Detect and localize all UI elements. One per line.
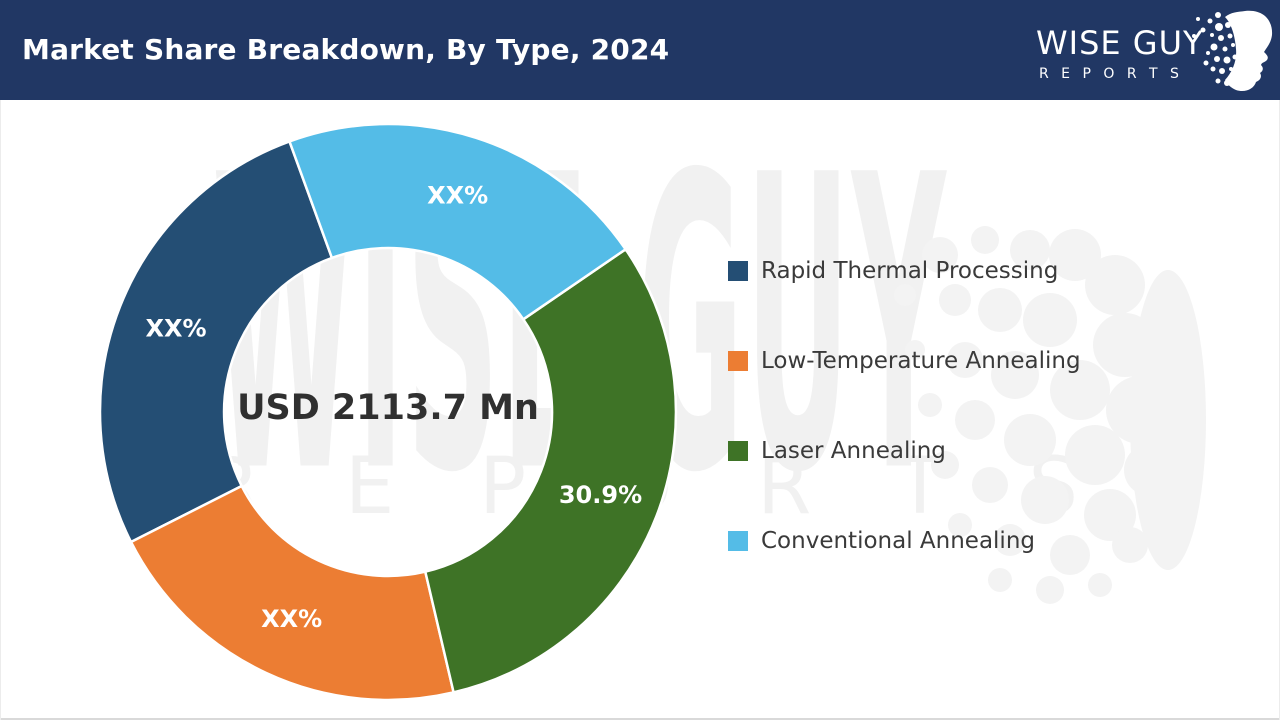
legend-swatch	[728, 531, 748, 551]
donut-segment-laser-annealing	[424, 248, 678, 694]
legend-label: Laser Annealing	[761, 438, 946, 464]
header: Market Share Breakdown, By Type, 2024 WI…	[0, 0, 1280, 100]
legend-swatch	[728, 441, 748, 461]
legend-label: Rapid Thermal Processing	[761, 258, 1059, 284]
wise-guy-reports-logo: WISE GUY R E P O R T S	[1036, 10, 1273, 92]
legend-label: Conventional Annealing	[761, 528, 1035, 554]
slice-label: XX%	[261, 605, 322, 633]
legend-item-low-temperature-annealing: Low-Temperature Annealing	[728, 346, 1081, 376]
legend-label: Low-Temperature Annealing	[761, 348, 1081, 374]
slice-label: 30.9%	[559, 481, 642, 509]
logo-wordmark: WISE GUY	[1036, 24, 1204, 62]
chart-center-value: USD 2113.7 Mn	[237, 388, 539, 428]
donut-segment-low-temperature-annealing	[129, 484, 455, 702]
legend-swatch	[728, 261, 748, 281]
legend-item-laser-annealing: Laser Annealing	[728, 436, 946, 466]
logo-subtext: R E P O R T S	[1039, 66, 1183, 82]
legend-swatch	[728, 351, 748, 371]
slice-label: XX%	[145, 315, 206, 343]
legend-item-conventional-annealing: Conventional Annealing	[728, 526, 1035, 556]
slice-label: XX%	[427, 181, 488, 209]
donut-segment-rapid-thermal-processing	[98, 140, 334, 544]
legend-item-rapid-thermal-processing: Rapid Thermal Processing	[728, 256, 1058, 286]
page-title: Market Share Breakdown, By Type, 2024	[22, 33, 670, 66]
page-bottom-rule	[0, 718, 1280, 720]
page-left-rule	[0, 100, 1, 720]
logo-face-dots	[1192, 10, 1273, 92]
donut-segment-conventional-annealing	[288, 122, 627, 321]
